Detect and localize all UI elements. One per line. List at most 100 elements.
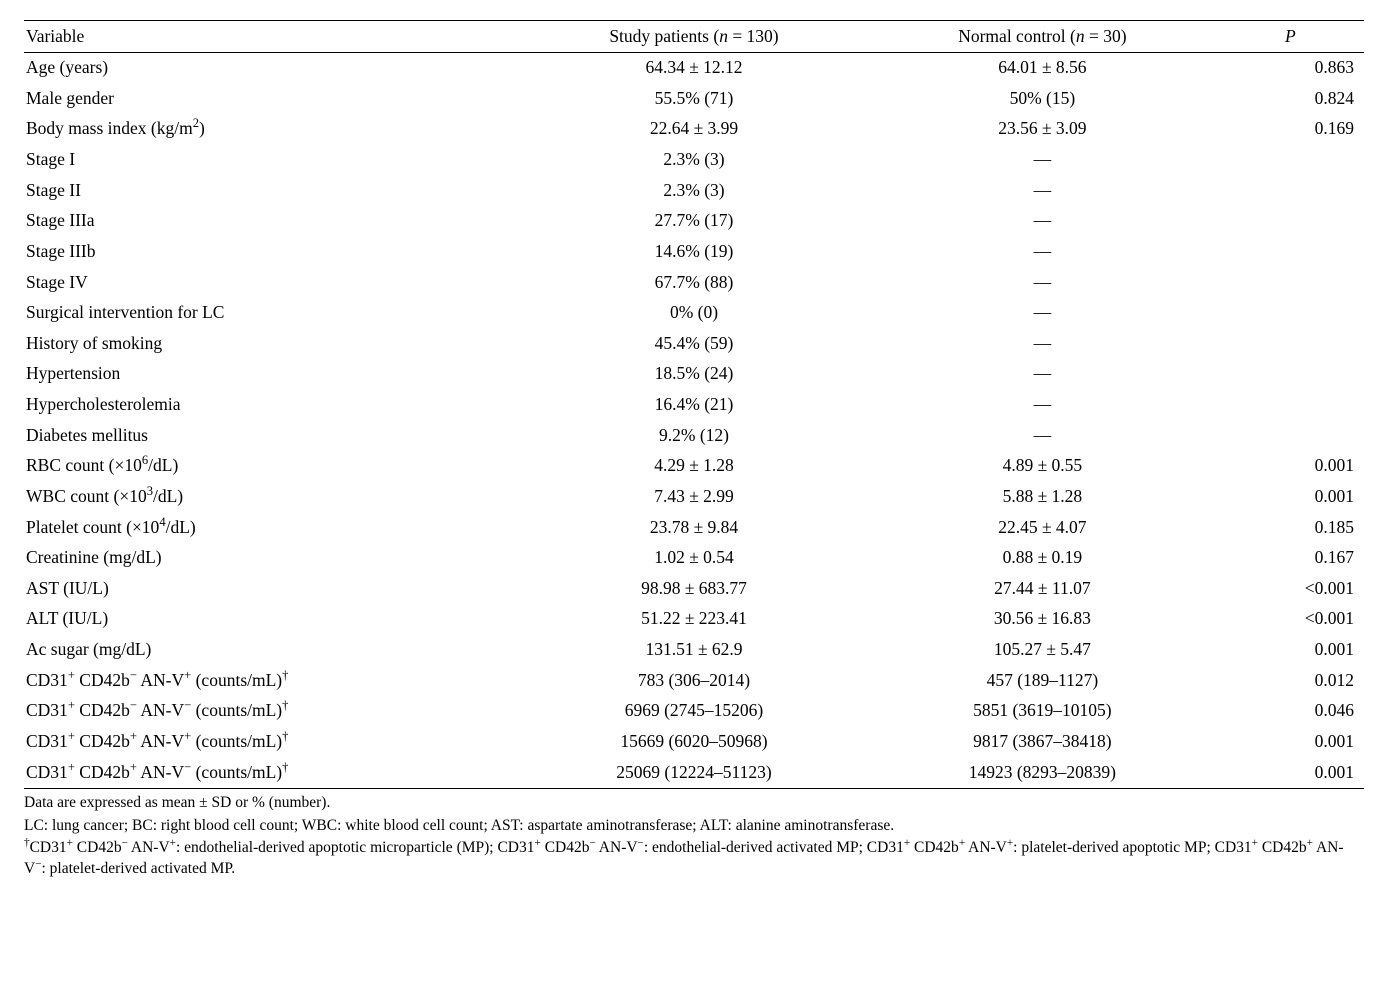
- cell-variable: CD31+ CD42b− AN-V+ (counts/mL)†: [24, 665, 520, 696]
- table-row: Creatinine (mg/dL)1.02 ± 0.540.88 ± 0.19…: [24, 543, 1364, 574]
- cell-study: 23.78 ± 9.84: [520, 512, 868, 543]
- cell-control: —: [868, 206, 1216, 237]
- cell-control: 27.44 ± 11.07: [868, 573, 1216, 604]
- cell-p: [1217, 206, 1364, 237]
- table-row: Platelet count (×104/dL)23.78 ± 9.8422.4…: [24, 512, 1364, 543]
- cell-p: 0.863: [1217, 52, 1364, 83]
- cell-p: 0.001: [1217, 451, 1364, 482]
- cell-study: 0% (0): [520, 298, 868, 329]
- cell-control: 105.27 ± 5.47: [868, 635, 1216, 666]
- cell-variable: WBC count (×103/dL): [24, 481, 520, 512]
- table-row: History of smoking45.4% (59)—: [24, 328, 1364, 359]
- cell-variable: Platelet count (×104/dL): [24, 512, 520, 543]
- cell-control: 23.56 ± 3.09: [868, 114, 1216, 145]
- cell-study: 67.7% (88): [520, 267, 868, 298]
- cell-control: 457 (189–1127): [868, 665, 1216, 696]
- cell-variable: CD31+ CD42b+ AN-V+ (counts/mL)†: [24, 726, 520, 757]
- cell-study: 4.29 ± 1.28: [520, 451, 868, 482]
- table-row: Body mass index (kg/m2)22.64 ± 3.9923.56…: [24, 114, 1364, 145]
- cell-p: <0.001: [1217, 573, 1364, 604]
- cell-control: 5.88 ± 1.28: [868, 481, 1216, 512]
- cell-p: [1217, 328, 1364, 359]
- cell-p: [1217, 145, 1364, 176]
- table-row: CD31+ CD42b− AN-V− (counts/mL)†6969 (274…: [24, 696, 1364, 727]
- cell-variable: Age (years): [24, 52, 520, 83]
- cell-variable: ALT (IU/L): [24, 604, 520, 635]
- cell-control: —: [868, 359, 1216, 390]
- cell-control: —: [868, 298, 1216, 329]
- cell-p: [1217, 420, 1364, 451]
- cell-study: 45.4% (59): [520, 328, 868, 359]
- cell-study: 2.3% (3): [520, 175, 868, 206]
- cell-p: 0.001: [1217, 726, 1364, 757]
- table-footnotes: Data are expressed as mean ± SD or % (nu…: [24, 793, 1364, 881]
- cell-study: 1.02 ± 0.54: [520, 543, 868, 574]
- cell-p: [1217, 175, 1364, 206]
- footnote-line-2: LC: lung cancer; BC: right blood cell co…: [24, 816, 1364, 837]
- cell-p: 0.001: [1217, 481, 1364, 512]
- footnote-line-1: Data are expressed as mean ± SD or % (nu…: [24, 793, 1364, 814]
- table-row: Diabetes mellitus9.2% (12)—: [24, 420, 1364, 451]
- cell-control: 0.88 ± 0.19: [868, 543, 1216, 574]
- cell-p: 0.046: [1217, 696, 1364, 727]
- cell-control: —: [868, 175, 1216, 206]
- cell-control: 14923 (8293–20839): [868, 757, 1216, 788]
- cell-control: 9817 (3867–38418): [868, 726, 1216, 757]
- cell-study: 9.2% (12): [520, 420, 868, 451]
- cell-variable: Body mass index (kg/m2): [24, 114, 520, 145]
- cell-variable: History of smoking: [24, 328, 520, 359]
- footnote-line-3: †CD31+ CD42b− AN-V+: endothelial-derived…: [24, 838, 1364, 880]
- cell-study: 18.5% (24): [520, 359, 868, 390]
- table-row: Stage II2.3% (3)—: [24, 175, 1364, 206]
- table-header-row: Variable Study patients (n = 130) Normal…: [24, 21, 1364, 53]
- cell-variable: Male gender: [24, 83, 520, 114]
- cell-p: 0.169: [1217, 114, 1364, 145]
- col-header-control: Normal control (n = 30): [868, 21, 1216, 53]
- cell-study: 16.4% (21): [520, 390, 868, 421]
- table-row: Surgical intervention for LC0% (0)—: [24, 298, 1364, 329]
- cell-study: 783 (306–2014): [520, 665, 868, 696]
- table-row: Hypertension18.5% (24)—: [24, 359, 1364, 390]
- cell-p: 0.012: [1217, 665, 1364, 696]
- cell-control: 64.01 ± 8.56: [868, 52, 1216, 83]
- table-row: Stage IV67.7% (88)—: [24, 267, 1364, 298]
- col-header-study: Study patients (n = 130): [520, 21, 868, 53]
- cell-control: —: [868, 420, 1216, 451]
- cell-study: 25069 (12224–51123): [520, 757, 868, 788]
- cell-variable: Stage IV: [24, 267, 520, 298]
- cell-study: 131.51 ± 62.9: [520, 635, 868, 666]
- table-row: Ac sugar (mg/dL)131.51 ± 62.9105.27 ± 5.…: [24, 635, 1364, 666]
- cell-control: —: [868, 145, 1216, 176]
- cell-variable: Stage IIIb: [24, 236, 520, 267]
- cell-variable: Surgical intervention for LC: [24, 298, 520, 329]
- table-body: Age (years)64.34 ± 12.1264.01 ± 8.560.86…: [24, 52, 1364, 788]
- cell-variable: AST (IU/L): [24, 573, 520, 604]
- cell-study: 51.22 ± 223.41: [520, 604, 868, 635]
- cell-variable: Stage I: [24, 145, 520, 176]
- table-row: RBC count (×106/dL)4.29 ± 1.284.89 ± 0.5…: [24, 451, 1364, 482]
- cell-control: —: [868, 328, 1216, 359]
- cell-control: —: [868, 236, 1216, 267]
- cell-study: 22.64 ± 3.99: [520, 114, 868, 145]
- cell-p: 0.185: [1217, 512, 1364, 543]
- cell-study: 14.6% (19): [520, 236, 868, 267]
- col-header-variable: Variable: [24, 21, 520, 53]
- table-row: Hypercholesterolemia16.4% (21)—: [24, 390, 1364, 421]
- cell-p: <0.001: [1217, 604, 1364, 635]
- col-header-p: P: [1217, 21, 1364, 53]
- cell-variable: Hypertension: [24, 359, 520, 390]
- cell-variable: Stage II: [24, 175, 520, 206]
- table-row: CD31+ CD42b+ AN-V− (counts/mL)†25069 (12…: [24, 757, 1364, 788]
- table-row: Stage IIIa27.7% (17)—: [24, 206, 1364, 237]
- cell-study: 6969 (2745–15206): [520, 696, 868, 727]
- cell-control: —: [868, 267, 1216, 298]
- table-row: Male gender55.5% (71)50% (15)0.824: [24, 83, 1364, 114]
- table-row: Age (years)64.34 ± 12.1264.01 ± 8.560.86…: [24, 52, 1364, 83]
- cell-p: 0.824: [1217, 83, 1364, 114]
- cell-study: 15669 (6020–50968): [520, 726, 868, 757]
- table-row: Stage I2.3% (3)—: [24, 145, 1364, 176]
- cell-control: 22.45 ± 4.07: [868, 512, 1216, 543]
- cell-variable: Stage IIIa: [24, 206, 520, 237]
- cell-p: [1217, 236, 1364, 267]
- baseline-characteristics-table: Variable Study patients (n = 130) Normal…: [24, 20, 1364, 789]
